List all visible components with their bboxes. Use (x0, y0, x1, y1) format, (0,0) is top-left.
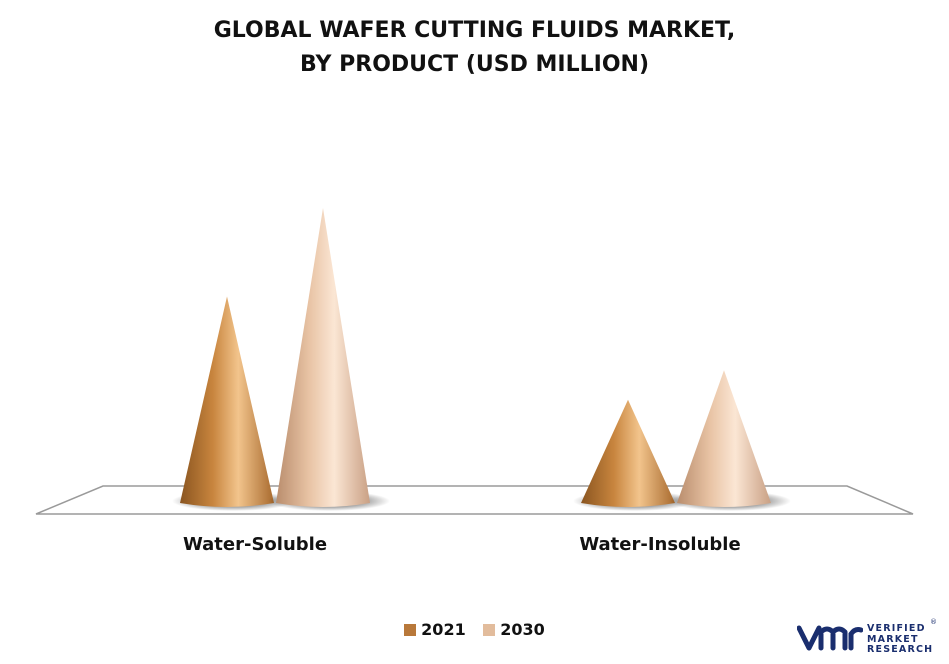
logo-line-2: MARKET (867, 633, 919, 645)
cone-2030-water-insoluble (677, 370, 771, 507)
legend-item-2030: 2030 (483, 620, 545, 639)
chart-title-line-1: GLOBAL WAFER CUTTING FLUIDS MARKET, (213, 18, 736, 43)
vmr-logo: VERIFIED MARKET RESEARCH ® (797, 618, 937, 656)
legend-item-2021: 2021 (404, 620, 466, 639)
logo-line-3: RESEARCH (867, 644, 934, 655)
vmr-logo-icon (797, 625, 863, 651)
chart-title: GLOBAL WAFER CUTTING FLUIDS MARKET, BY P… (0, 14, 949, 82)
category-labels: Water-Soluble Water-Insoluble (183, 534, 741, 555)
cone-2021-water-soluble (180, 296, 274, 507)
legend-swatch-2030 (483, 624, 496, 636)
registered-mark-icon: ® (930, 618, 937, 626)
legend-swatch-2021 (404, 624, 417, 636)
legend: 2021 2030 (0, 620, 949, 639)
cone-2030-water-soluble (276, 208, 370, 507)
cone-2021-water-insoluble (581, 399, 675, 507)
legend-label-2021: 2021 (421, 620, 466, 639)
category-label-water-insoluble: Water-Insoluble (579, 534, 740, 555)
vmr-logo-text: VERIFIED MARKET RESEARCH (867, 623, 934, 656)
legend-label-2030: 2030 (500, 620, 545, 639)
cones-layer (172, 208, 791, 511)
chart-title-line-2: BY PRODUCT (USD MILLION) (299, 52, 649, 77)
category-label-water-soluble: Water-Soluble (183, 534, 327, 555)
logo-line-1: VERIFIED (867, 623, 926, 634)
